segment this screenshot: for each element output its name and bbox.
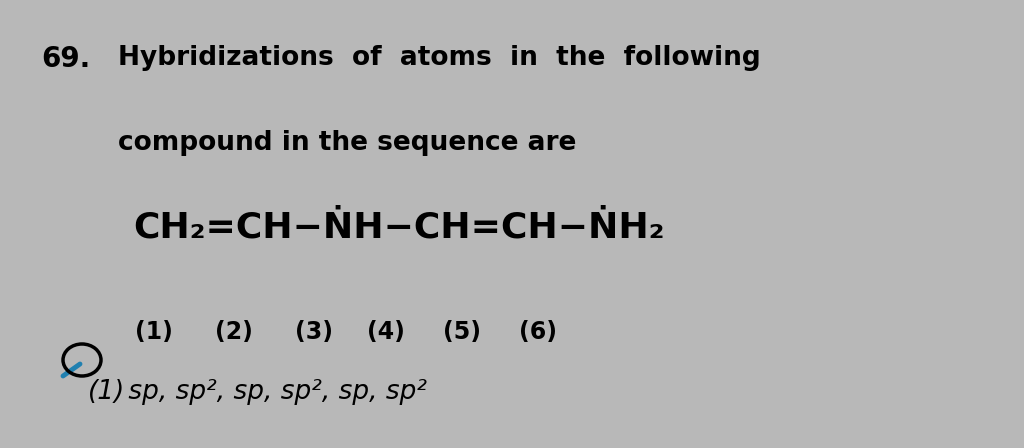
Text: sp, sp², sp, sp², sp, sp²: sp, sp², sp, sp², sp, sp² <box>120 379 427 405</box>
Text: 69.: 69. <box>41 45 90 73</box>
Text: compound in the sequence are: compound in the sequence are <box>118 130 577 156</box>
Text: (2): (2) <box>215 320 253 345</box>
Text: (1): (1) <box>135 320 173 345</box>
Text: (6): (6) <box>519 320 557 345</box>
Text: (3): (3) <box>295 320 333 345</box>
Text: (5): (5) <box>443 320 481 345</box>
Text: (4): (4) <box>367 320 404 345</box>
Text: CH₂=CH−ṄH−CH=CH−ṄH₂: CH₂=CH−ṄH−CH=CH−ṄH₂ <box>133 211 665 245</box>
Text: (1): (1) <box>88 379 125 405</box>
Text: Hybridizations  of  atoms  in  the  following: Hybridizations of atoms in the following <box>118 45 761 71</box>
